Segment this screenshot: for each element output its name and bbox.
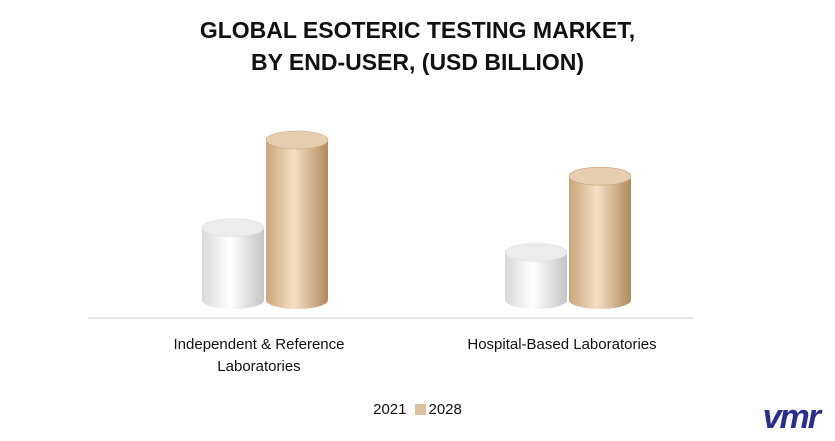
- cylinder-body: [569, 176, 631, 300]
- cylinder: [201, 218, 265, 309]
- cylinder-body: [266, 140, 328, 300]
- logo: vmr: [762, 398, 821, 436]
- title-line: GLOBAL ESOTERIC TESTING MARKET,: [199, 17, 636, 43]
- legend-label: 2028: [428, 401, 462, 418]
- x-tick-label: Hospital-Based Laboratories: [467, 336, 657, 353]
- title-line: BY END-USER, (USD BILLION): [250, 49, 585, 75]
- chart-title: GLOBAL ESOTERIC TESTING MARKET, BY END-US…: [0, 14, 835, 78]
- x-tick-label: Independent & Reference Laboratories: [173, 336, 345, 375]
- cylinder-top: [504, 243, 568, 262]
- cylinder-top: [265, 130, 329, 150]
- cylinder: [568, 166, 632, 309]
- cylinder-top: [568, 166, 632, 186]
- legend: 2021 2028: [0, 401, 835, 418]
- cylinder-top: [201, 218, 265, 237]
- cylinder: [265, 130, 329, 309]
- legend-label: 2021: [373, 401, 407, 418]
- cylinder: [504, 243, 568, 309]
- legend-swatch: [414, 404, 426, 415]
- cylinder-body: [202, 227, 264, 300]
